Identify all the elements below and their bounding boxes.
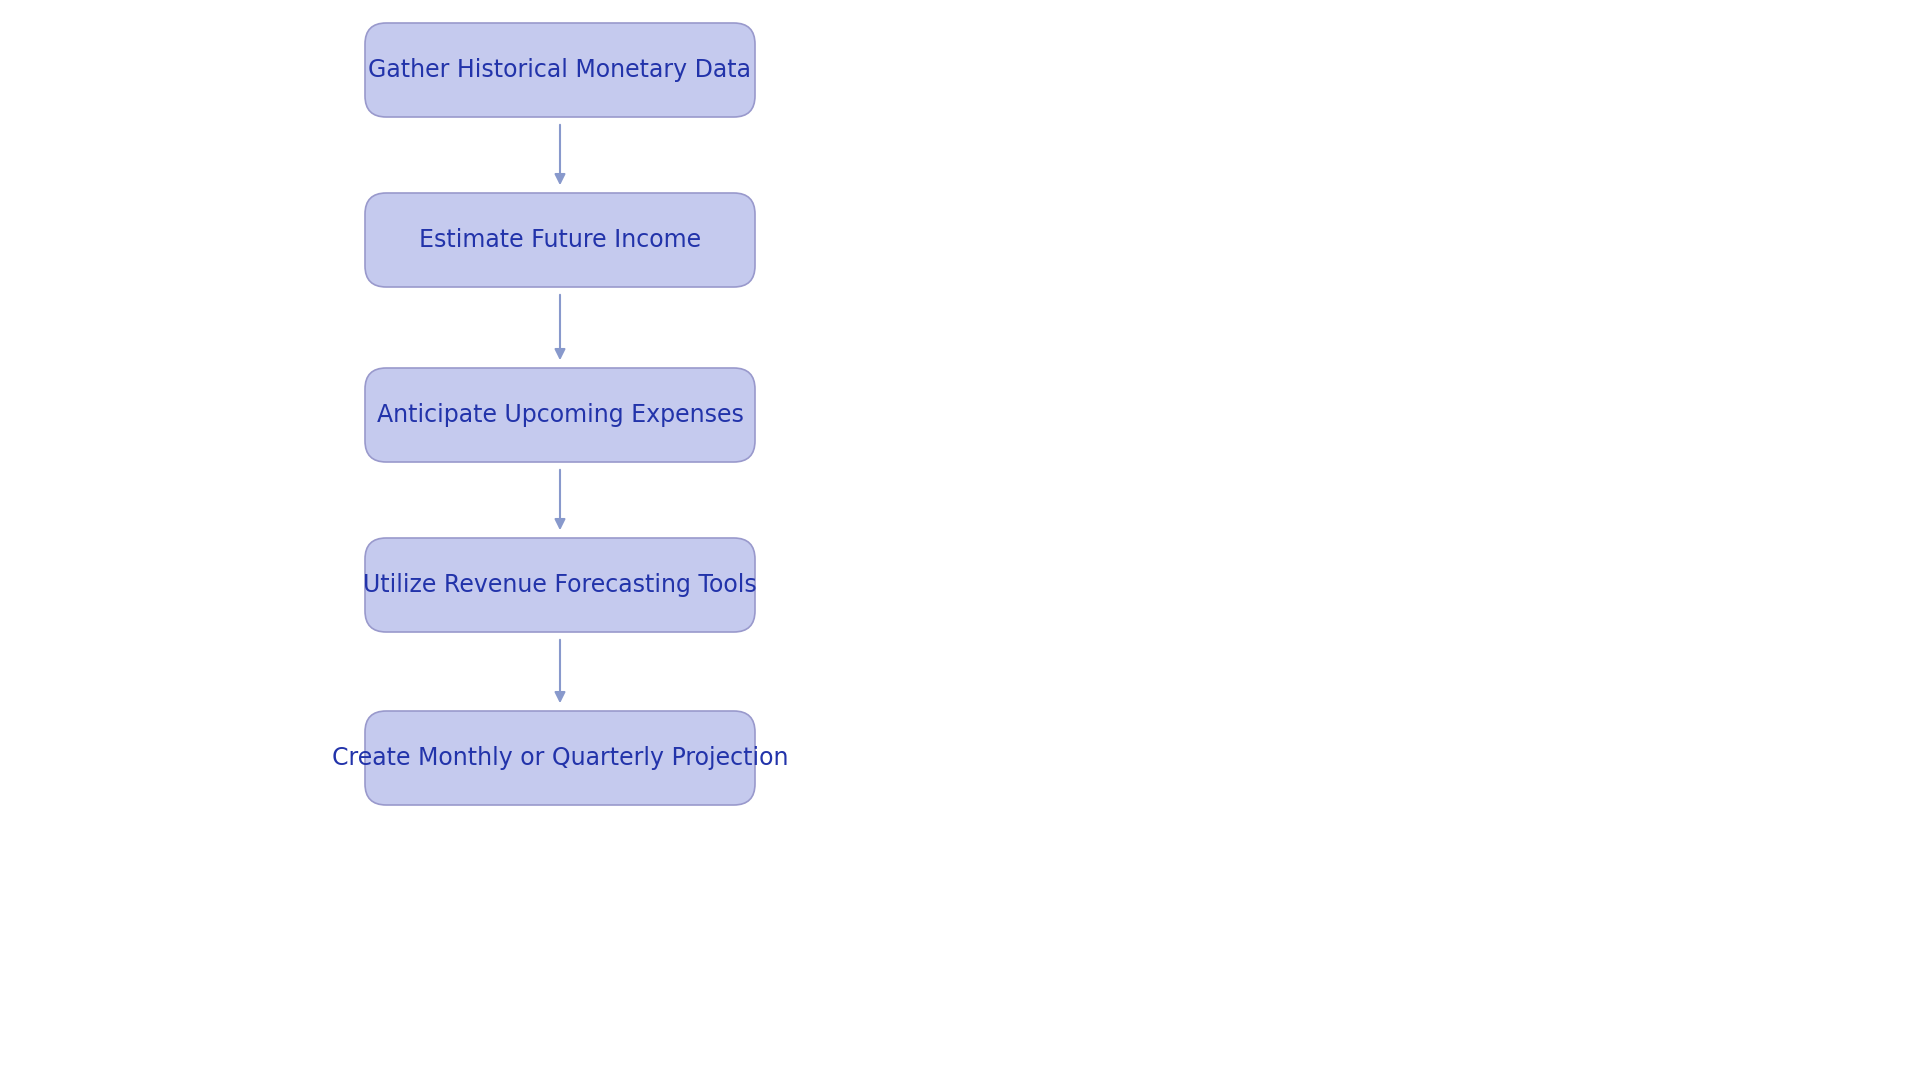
Text: Anticipate Upcoming Expenses: Anticipate Upcoming Expenses: [376, 403, 743, 427]
FancyBboxPatch shape: [365, 23, 755, 117]
Text: Create Monthly or Quarterly Projection: Create Monthly or Quarterly Projection: [332, 746, 789, 770]
FancyBboxPatch shape: [365, 193, 755, 287]
Text: Utilize Revenue Forecasting Tools: Utilize Revenue Forecasting Tools: [363, 573, 756, 597]
FancyBboxPatch shape: [365, 368, 755, 462]
FancyBboxPatch shape: [365, 538, 755, 632]
Text: Estimate Future Income: Estimate Future Income: [419, 229, 701, 252]
FancyBboxPatch shape: [365, 712, 755, 805]
Text: Gather Historical Monetary Data: Gather Historical Monetary Data: [369, 58, 751, 82]
